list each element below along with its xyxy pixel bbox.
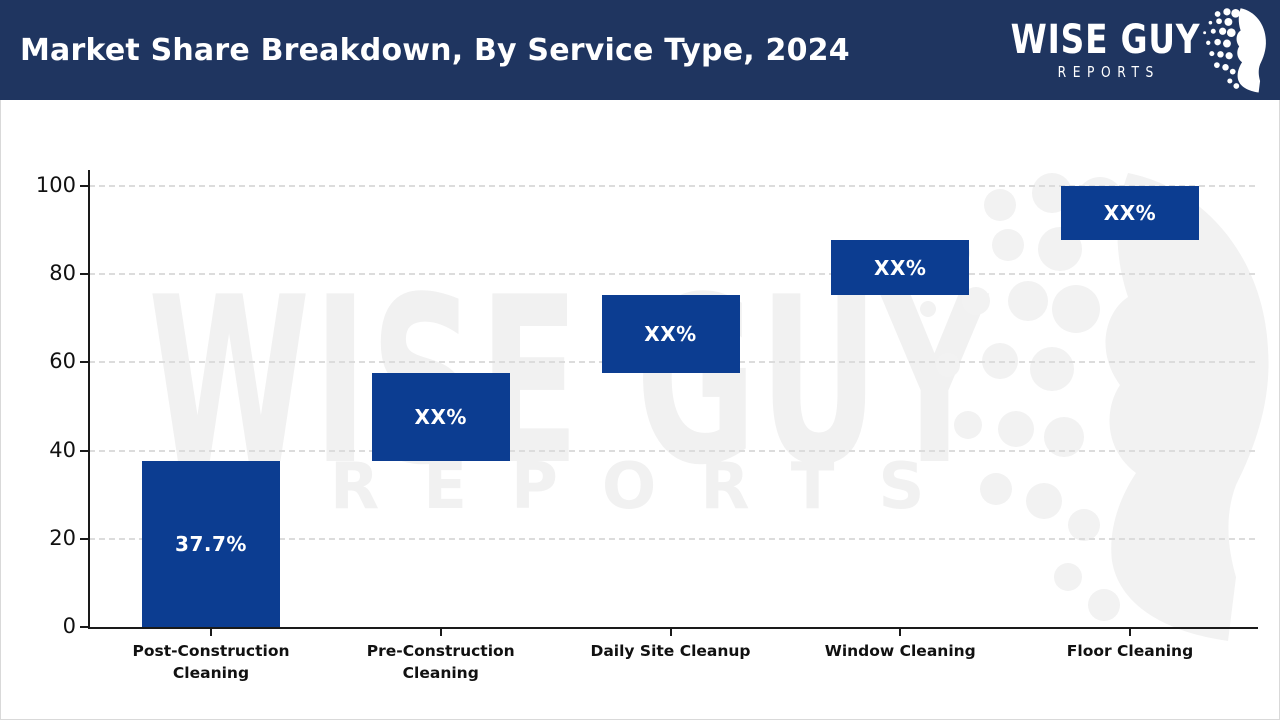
bar-value-label: 37.7%: [175, 531, 247, 556]
x-category-label: Floor Cleaning: [1066, 642, 1194, 660]
waterfall-bar: XX%: [371, 373, 510, 461]
x-tick-mark: [1129, 629, 1131, 636]
y-tick-label: 60: [49, 349, 76, 374]
page-title: Market Share Breakdown, By Service Type,…: [20, 32, 850, 68]
gridline: [89, 449, 1255, 452]
x-tick-mark: [210, 629, 212, 636]
x-category-label: Post-Construction Cleaning: [132, 642, 290, 682]
x-category-label: Daily Site Cleanup: [590, 642, 751, 660]
header-bar: Market Share Breakdown, By Service Type,…: [0, 0, 1280, 100]
y-tick-mark: [80, 361, 89, 364]
bar-value-label: XX%: [874, 255, 927, 280]
logo-subtitle: REPORTS: [1057, 62, 1160, 81]
dotted-head-icon: [1203, 8, 1266, 93]
waterfall-bar: 37.7%: [142, 460, 280, 627]
gridline: [89, 185, 1255, 187]
gridline: [89, 537, 1255, 540]
watermark-subtitle: REPORTS: [330, 450, 969, 524]
y-tick-label: 100: [35, 173, 76, 197]
wise-guy-logo: WISE GUY REPORTS: [969, 0, 1268, 100]
bar-value-label: XX%: [644, 322, 697, 347]
x-category-label: Window Cleaning: [824, 642, 976, 660]
x-axis-line: [88, 627, 1258, 629]
x-tick-mark: [669, 629, 672, 636]
waterfall-bar: XX%: [1061, 186, 1199, 241]
y-tick-label: 80: [49, 261, 76, 286]
waterfall-bar: XX%: [601, 295, 740, 374]
logo-text: WISE GUY REPORTS: [1010, 20, 1200, 81]
x-tick-mark: [899, 629, 902, 636]
gridline: [89, 273, 1255, 276]
y-tick-mark: [80, 185, 89, 187]
y-tick-label: 40: [49, 437, 76, 462]
bar-value-label: XX%: [414, 405, 467, 430]
y-tick-mark: [80, 273, 89, 276]
x-category-label: Pre-Construction Cleaning: [366, 642, 515, 682]
y-tick-label: 0: [62, 614, 76, 638]
y-axis-line: [88, 170, 90, 629]
y-tick-mark: [80, 626, 89, 628]
logo-wordmark: WISE GUY: [1010, 16, 1200, 63]
y-tick-mark: [80, 537, 89, 540]
y-tick-mark: [80, 449, 89, 452]
x-tick-mark: [439, 629, 442, 636]
waterfall-chart: 0 20 40 60 80 100 37.7% Post-Construction Clean…: [0, 100, 1280, 720]
y-tick-label: 20: [49, 525, 76, 550]
waterfall-bar: XX%: [831, 240, 970, 296]
bar-value-label: XX%: [1103, 201, 1157, 226]
watermark-wordmark: WISE GUY: [148, 249, 991, 516]
